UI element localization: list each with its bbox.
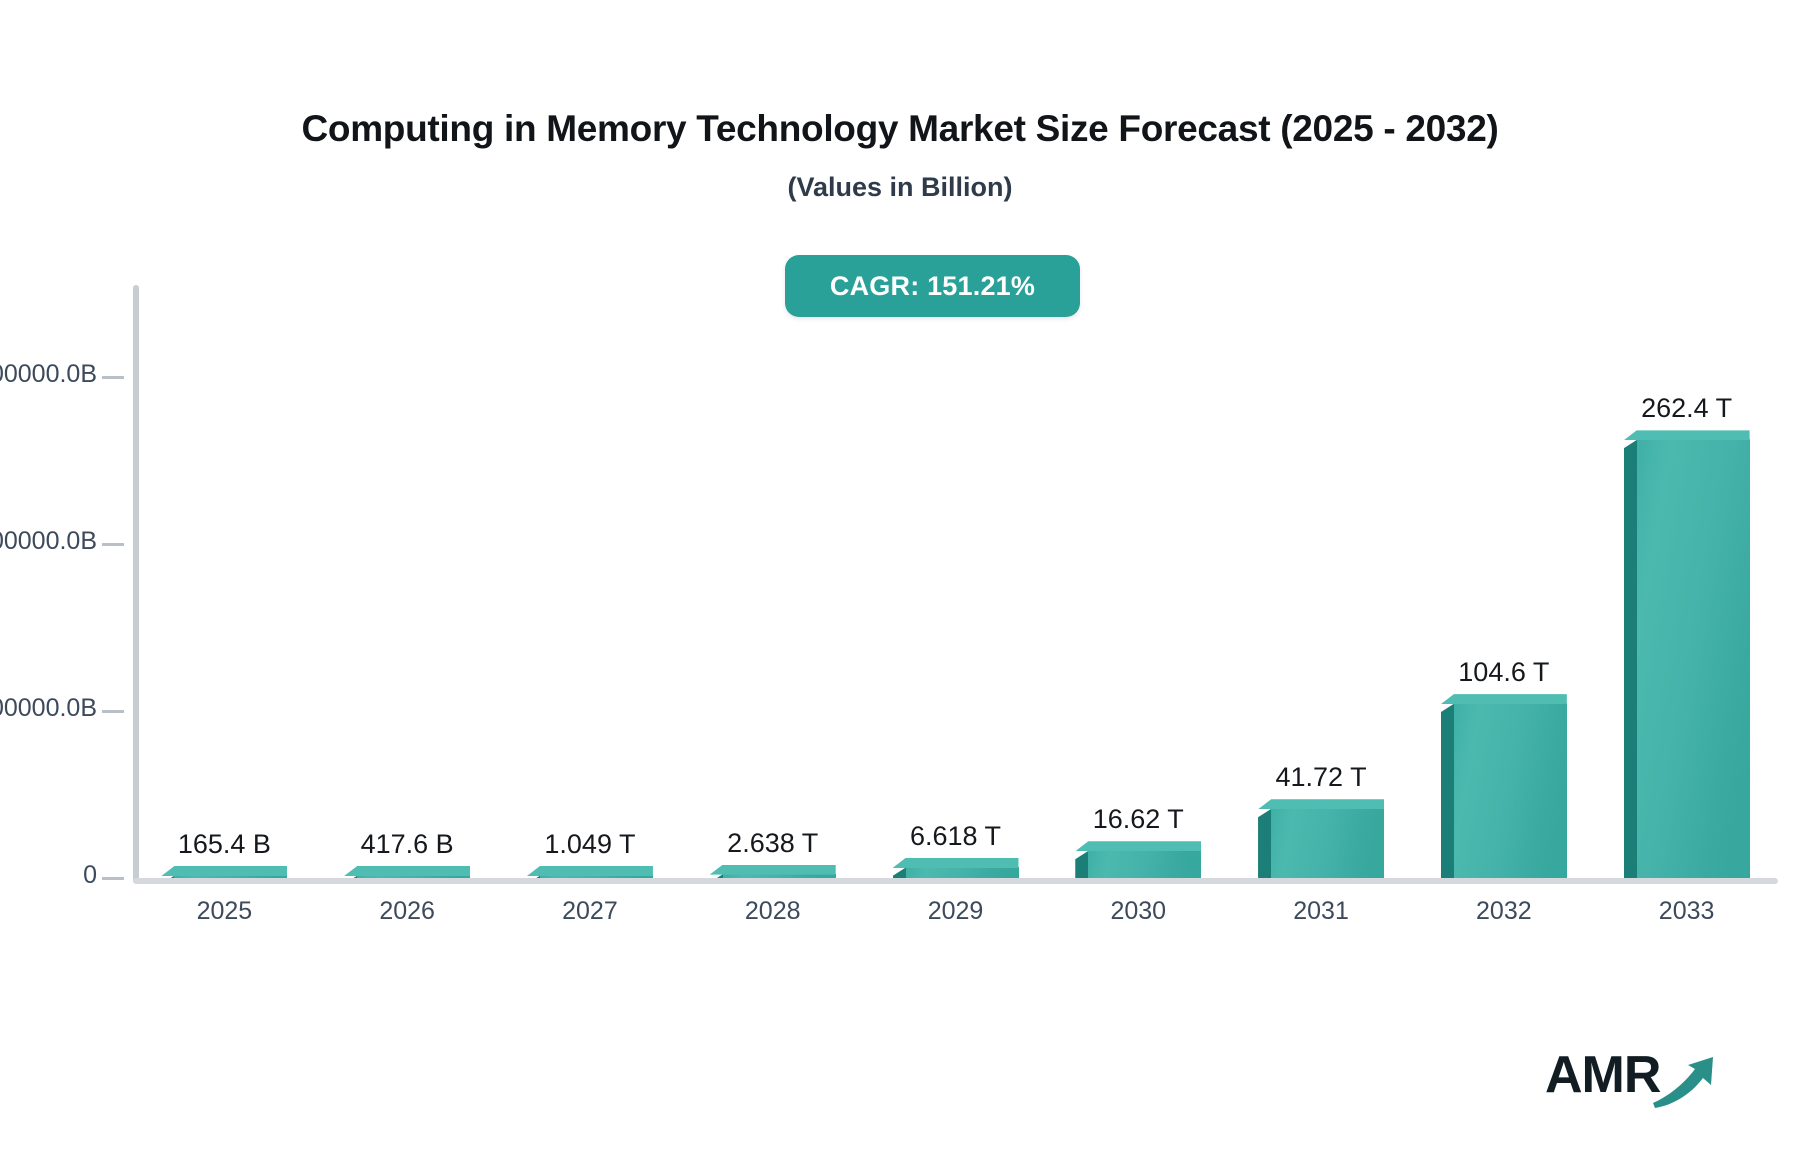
x-tick-label: 2027: [562, 897, 618, 925]
amr-logo: AMR: [1545, 1045, 1725, 1115]
bar-front-face: [1636, 439, 1750, 878]
bar-value-label: 2.638 T: [727, 827, 819, 858]
bar-2027[interactable]: [526, 866, 653, 878]
bar-top-face: [1623, 430, 1750, 441]
x-tick-label: 2032: [1476, 897, 1532, 925]
y-tick-mark: [102, 375, 124, 379]
bar-top-face: [709, 864, 836, 875]
bar-2031[interactable]: [1258, 799, 1385, 878]
bar-value-label: 1.049 T: [544, 829, 636, 859]
bar-value-label: 417.6 B: [360, 829, 454, 859]
bar-front-face: [1453, 703, 1567, 878]
bar-front-face: [722, 873, 836, 878]
x-tick-label: 2029: [927, 897, 984, 925]
bar-2030[interactable]: [1075, 841, 1202, 878]
bar-top-face: [1440, 694, 1567, 705]
bar-2028[interactable]: [709, 864, 836, 878]
bar-2029[interactable]: [892, 857, 1019, 878]
bar-top-face: [161, 866, 288, 876]
y-tick-label: 0: [83, 861, 97, 889]
bar-top-face: [892, 857, 1019, 868]
chart-plot-area: 0 100000.0B 200000.0B 300000.0B 165.4 B 417.…: [0, 285, 1800, 925]
bar-front-face: [174, 875, 288, 878]
bar-value-label: 165.4 B: [177, 829, 271, 859]
bar-2033[interactable]: [1623, 430, 1750, 878]
cagr-label: CAGR: 151.21%: [829, 270, 1036, 301]
bar-side-face: [1623, 439, 1638, 878]
bar-2025[interactable]: [161, 866, 288, 878]
bar-body: [344, 866, 471, 878]
y-tick-label: 300000.0B: [0, 359, 97, 388]
bar-front-face: [1088, 850, 1202, 878]
y-tick-mark: [102, 877, 124, 880]
cagr-badge: CAGR: 151.21%: [785, 255, 1080, 317]
bar-side-face: [892, 866, 907, 878]
bar-front-face: [1271, 808, 1385, 878]
x-tick-label: 2028: [744, 897, 801, 925]
bar-top-face: [526, 866, 653, 876]
x-tick-label: 2033: [1658, 897, 1715, 925]
bar-body: [1075, 841, 1202, 878]
bar-side-face: [1075, 850, 1090, 878]
bar-side-face: [1440, 703, 1455, 878]
x-axis-baseline: [133, 878, 1778, 884]
bar-value-label: 16.62 T: [1092, 804, 1184, 835]
y-axis-line: [133, 285, 139, 883]
x-tick-label: 2030: [1110, 897, 1167, 925]
y-tick-mark: [102, 709, 124, 713]
bar-top-face: [1258, 799, 1385, 810]
bar-body: [1440, 694, 1567, 878]
page-title: Computing in Memory Technology Market Si…: [301, 108, 1499, 149]
bar-body: [892, 857, 1019, 878]
bar-2026[interactable]: [344, 866, 471, 878]
bar-body: [1258, 799, 1385, 878]
bar-body: [709, 864, 836, 878]
bar-2032[interactable]: [1440, 694, 1567, 878]
x-tick-label: 2031: [1293, 897, 1349, 925]
growth-arrow-icon: [1653, 1057, 1713, 1108]
y-tick-mark: [102, 542, 124, 546]
bar-front-face: [905, 866, 1019, 878]
chart-subtitle: (Values in Billion): [787, 172, 1013, 202]
y-tick-label: 100000.0B: [0, 693, 97, 722]
bar-value-label: 6.618 T: [909, 820, 1002, 851]
bar-body: [161, 866, 288, 878]
bar-body: [526, 866, 653, 878]
bar-top-face: [1075, 841, 1202, 852]
bar-front-face: [539, 875, 653, 878]
amr-logo-text: AMR: [1545, 1046, 1661, 1104]
bar-body: [1623, 430, 1750, 878]
bar-top-face: [344, 866, 471, 876]
x-tick-label: 2026: [379, 897, 435, 925]
y-tick-label: 200000.0B: [0, 526, 97, 555]
x-tick-label: 2025: [196, 897, 253, 925]
bar-front-face: [357, 875, 471, 878]
bar-value-label: 104.6 T: [1458, 657, 1550, 688]
bar-value-label: 41.72 T: [1275, 762, 1367, 793]
bar-side-face: [1258, 808, 1273, 878]
bar-value-label: 262.4 T: [1641, 393, 1733, 424]
